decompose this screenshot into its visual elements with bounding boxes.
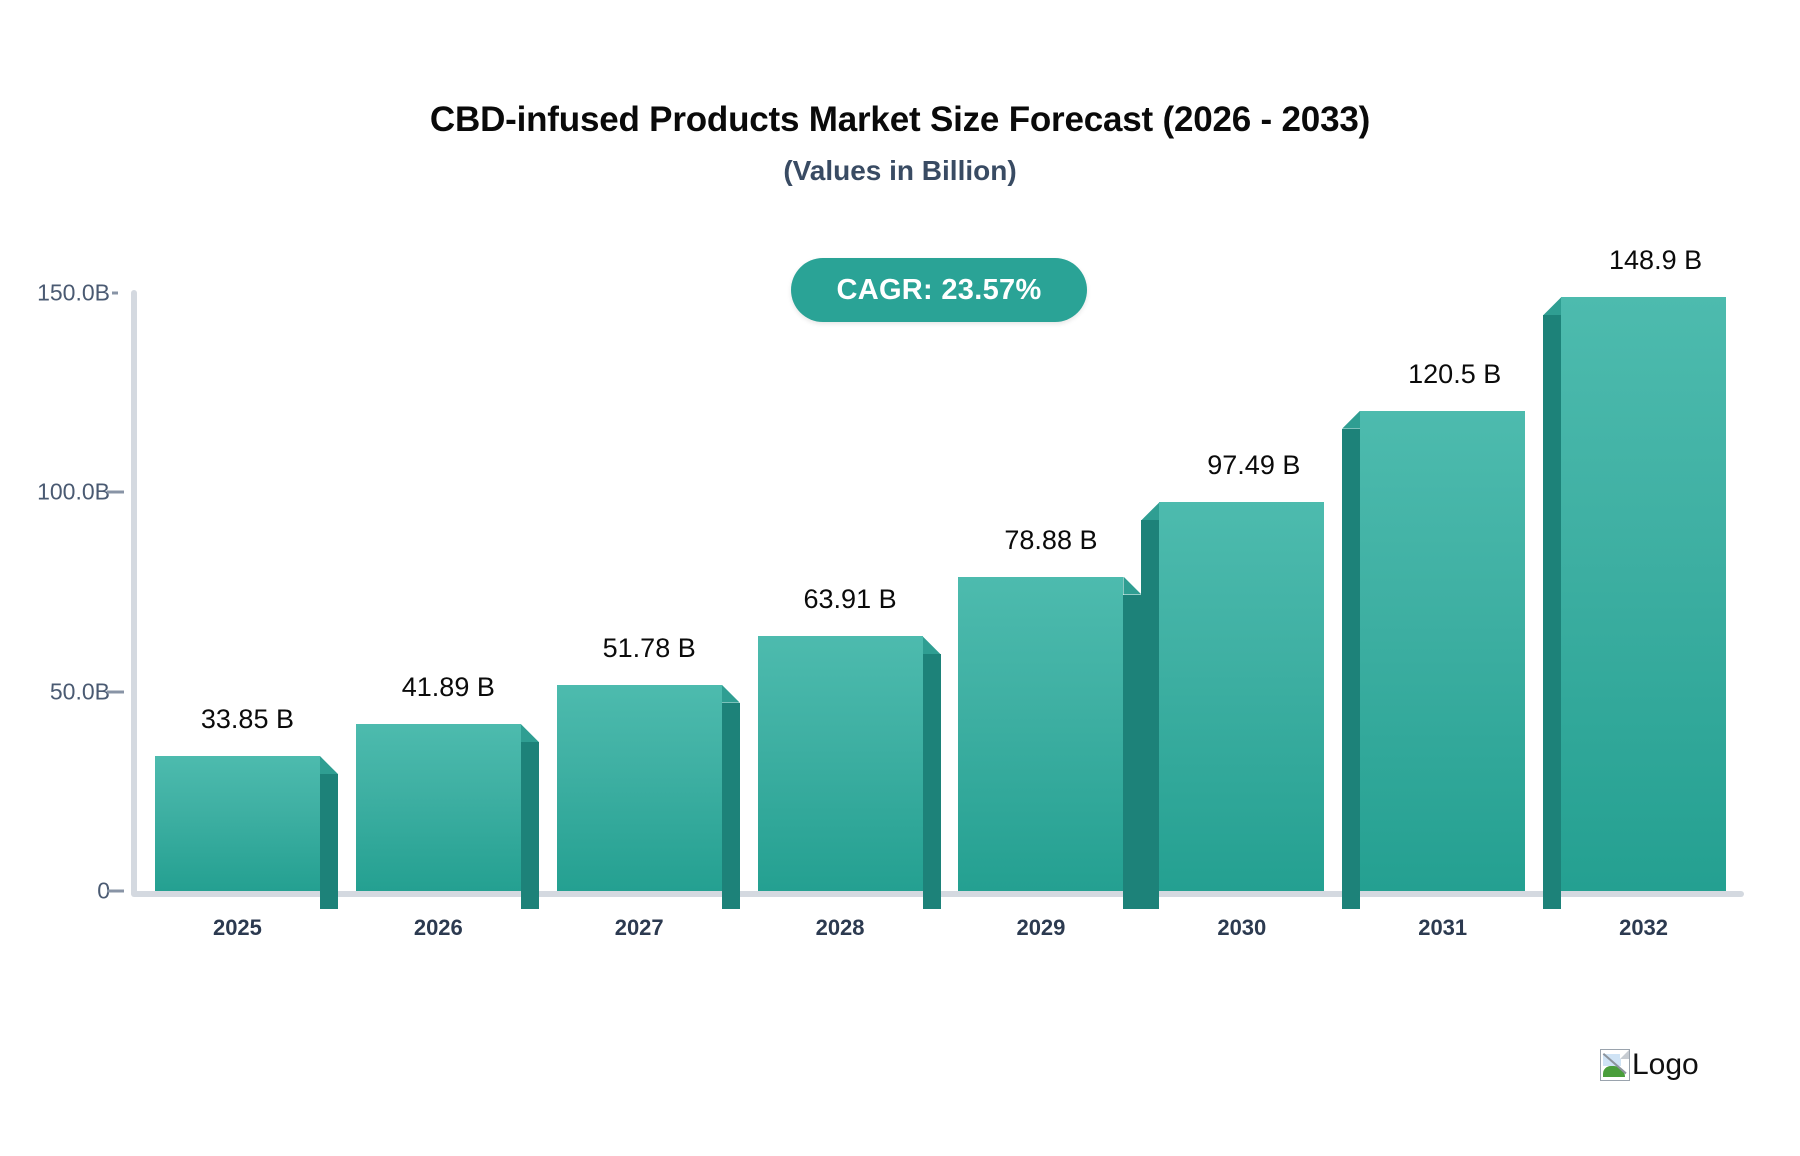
bar-side-face — [1342, 428, 1361, 909]
bar-side-face — [1123, 594, 1142, 909]
broken-image-icon — [1600, 1049, 1630, 1081]
chart-subtitle: (Values in Billion) — [783, 155, 1017, 187]
bar-front-face — [1360, 410, 1526, 891]
bar-front-face — [556, 684, 722, 891]
bar-2029[interactable] — [958, 576, 1142, 909]
y-axis-tick-mark — [107, 889, 124, 893]
bar-top-bevel — [319, 756, 338, 775]
y-axis-tick-label: 0 — [97, 877, 110, 904]
bar-front-face — [1159, 502, 1325, 891]
bar-side-face — [319, 774, 338, 909]
bar-side-face — [1543, 315, 1562, 909]
title-block: CBD-infused Products Market Size Forecas… — [0, 100, 1800, 187]
logo-label: Logo — [1632, 1048, 1699, 1081]
y-axis-tick-mark — [112, 291, 118, 295]
bar-2032[interactable] — [1543, 297, 1727, 909]
bar-value-label: 78.88 B — [1004, 524, 1098, 555]
y-axis-tick-mark — [107, 490, 124, 494]
y-axis-tick-label: 100.0B — [37, 478, 110, 505]
bar-front-face — [154, 756, 320, 891]
bar-value-label: 120.5 B — [1408, 358, 1502, 389]
bar-2027[interactable] — [556, 684, 740, 909]
bar-side-face — [520, 741, 539, 909]
bar-2025[interactable] — [154, 756, 338, 909]
bar-top-bevel — [1342, 410, 1361, 429]
bar-front-face — [757, 636, 923, 891]
bar-2028[interactable] — [757, 636, 941, 909]
bar-top-bevel — [1123, 576, 1142, 595]
bar-side-face — [721, 702, 740, 909]
bar-top-bevel — [1141, 502, 1160, 521]
y-axis-line — [131, 290, 137, 896]
y-axis-tick-label: 150.0B — [37, 279, 110, 306]
bar-top-bevel — [922, 636, 941, 655]
bar-top-bevel — [1543, 297, 1562, 316]
bar-value-label: 63.91 B — [803, 584, 897, 615]
bar-top-bevel — [721, 684, 740, 703]
x-axis-tick-label-2029: 2029 — [1016, 915, 1066, 940]
x-axis-tick-label-2028: 2028 — [815, 915, 865, 940]
x-axis-tick-label-2027: 2027 — [614, 915, 664, 940]
bar-value-label: 51.78 B — [602, 632, 696, 663]
bar-value-label: 148.9 B — [1609, 245, 1703, 276]
bar-top-bevel — [520, 723, 539, 742]
bar-2026[interactable] — [355, 723, 539, 909]
bar-front-face — [958, 576, 1124, 891]
cagr-badge-label: CAGR: 23.57% — [836, 273, 1042, 306]
bar-side-face — [1141, 520, 1160, 909]
bar-value-label: 97.49 B — [1207, 450, 1301, 481]
bar-front-face — [355, 723, 521, 891]
cagr-badge: CAGR: 23.57% — [791, 258, 1087, 322]
y-axis-tick-label: 50.0B — [49, 678, 110, 705]
bar-side-face — [922, 654, 941, 909]
x-axis-tick-label-2032: 2032 — [1619, 915, 1669, 940]
bar-front-face — [1561, 297, 1727, 891]
bar-value-label: 33.85 B — [200, 704, 294, 735]
logo: Logo — [1600, 1048, 1699, 1082]
x-axis-tick-label-2026: 2026 — [413, 915, 463, 940]
bar-2030[interactable] — [1141, 502, 1325, 909]
bar-2031[interactable] — [1342, 410, 1526, 909]
x-axis-tick-label-2031: 2031 — [1418, 915, 1468, 940]
bar-value-label: 41.89 B — [401, 671, 495, 702]
x-axis-tick-label-2025: 2025 — [212, 915, 262, 940]
page-title: CBD-infused Products Market Size Forecas… — [429, 100, 1371, 139]
y-axis-tick-mark — [107, 690, 124, 694]
x-axis-tick-label-2030: 2030 — [1217, 915, 1267, 940]
